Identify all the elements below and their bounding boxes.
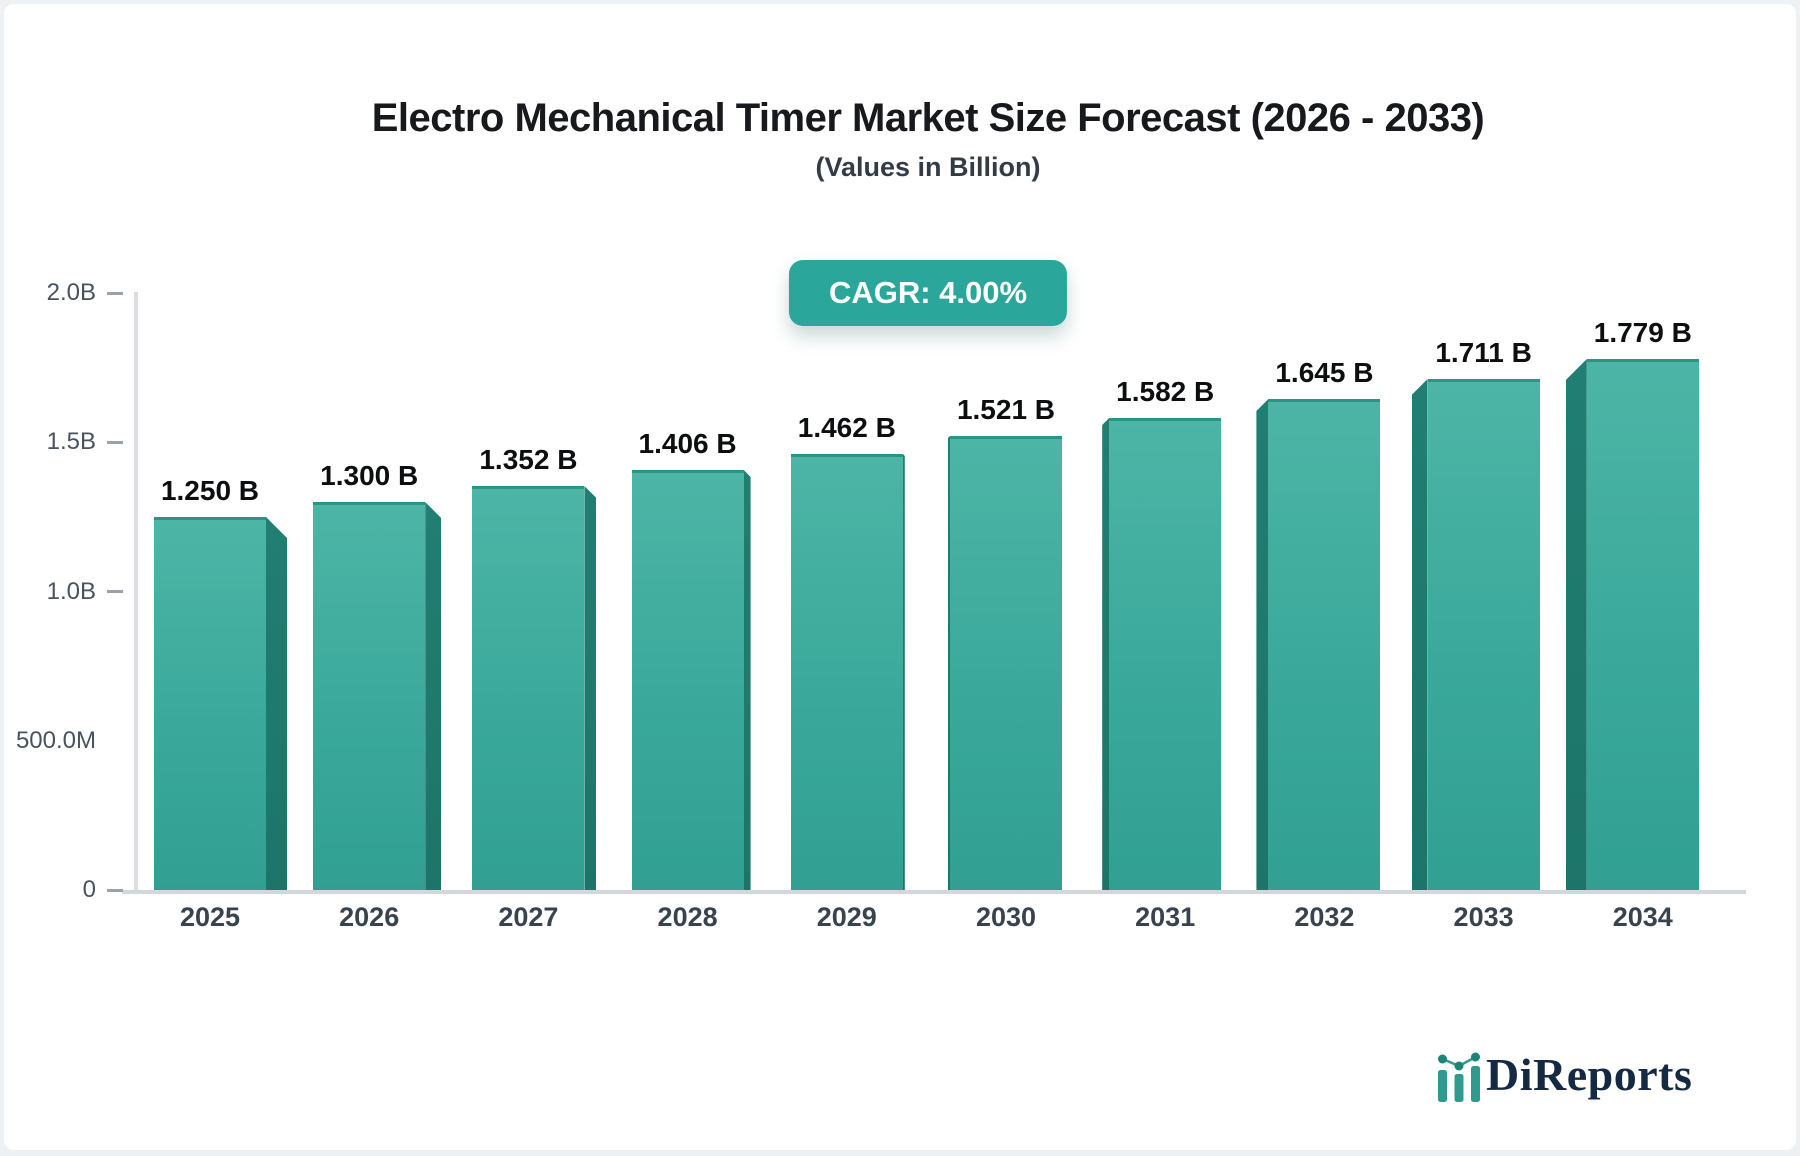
x-tick-label: 2034 (1612, 902, 1673, 932)
bar-face (1586, 359, 1699, 890)
y-tick-dash (107, 888, 123, 892)
x-tick-label: 2027 (498, 902, 559, 932)
bar-side-shadow (1565, 359, 1587, 890)
y-tick-label: 1.5B (46, 428, 96, 456)
bar-2030[interactable] (948, 436, 1062, 890)
x-tick-label: 2029 (816, 902, 877, 932)
bar-2028[interactable] (631, 470, 751, 890)
bar-value-label: 1.711 B (1435, 337, 1532, 368)
bar-2032[interactable] (1256, 399, 1381, 890)
bar-side-shadow (902, 454, 905, 890)
bar-face (631, 470, 744, 890)
y-tick-label: 2.0B (46, 279, 96, 306)
bar-face (313, 502, 426, 890)
y-tick-label: 500.0M (15, 726, 96, 754)
bar-side-shadow (1102, 418, 1110, 890)
x-tick-label: 2025 (179, 902, 241, 932)
logo-text: DiReports (1486, 1049, 1693, 1100)
bar-side-shadow (948, 436, 950, 890)
bar-value-label: 1.779 B (1593, 317, 1692, 348)
bar-value-label: 1.645 B (1275, 357, 1374, 388)
bar-2033[interactable] (1411, 379, 1540, 890)
x-axis-line (122, 890, 1746, 894)
bar-face (1268, 399, 1381, 890)
bar-value-label: 1.250 B (160, 475, 260, 506)
x-tick-label: 2030 (975, 902, 1037, 932)
bar-2027[interactable] (472, 486, 597, 890)
bar-side-shadow (1256, 399, 1269, 890)
bar-2031[interactable] (1102, 418, 1222, 890)
bar-value-label: 1.582 B (1116, 376, 1215, 407)
x-tick-label: 2031 (1135, 902, 1196, 932)
bar-value-label: 1.300 B (320, 460, 419, 491)
bar-side-shadow (1411, 379, 1428, 890)
bar-face (154, 517, 266, 890)
bar-value-label: 1.352 B (479, 444, 578, 475)
chart-card: Electro Mechanical Timer Market Size For… (4, 4, 1796, 1150)
bar-side-shadow (743, 470, 751, 890)
bar-value-label: 1.462 B (797, 412, 896, 443)
x-tick-label: 2032 (1294, 902, 1355, 932)
bar-face (1109, 418, 1222, 890)
y-tick-dash (107, 440, 123, 444)
direports-logo: DiReports (1436, 1042, 1692, 1104)
y-axis-line (134, 292, 138, 892)
chart-subtitle: (Values in Billion) (815, 152, 1041, 182)
bar-face (790, 454, 903, 890)
bar-side-shadow (266, 517, 287, 890)
bar-side-shadow (425, 502, 442, 890)
bar-face (950, 436, 1062, 890)
bar-2034[interactable] (1565, 359, 1699, 890)
bar-line-chart-icon (1438, 1052, 1480, 1102)
bar-value-label: 1.406 B (638, 428, 737, 459)
bar-side-shadow (584, 486, 597, 890)
chart-title: Electro Mechanical Timer Market Size For… (371, 96, 1485, 140)
plot-area: 2.0B 1.5B 1.0B 500.0M 0 1.250 B 1.300 B 1.352 … (4, 4, 1796, 1150)
bar-value-label: 1.521 B (956, 394, 1056, 425)
bar-2026[interactable] (313, 502, 442, 890)
x-tick-label: 2026 (339, 902, 400, 932)
x-tick-label: 2033 (1453, 902, 1514, 932)
bar-2029[interactable] (790, 454, 905, 890)
bar-2025[interactable] (154, 517, 287, 890)
y-tick-label: 1.0B (46, 577, 96, 605)
bar-face (472, 486, 585, 890)
x-tick-label: 2028 (657, 902, 718, 932)
bar-face (1427, 379, 1540, 890)
y-tick-dash (107, 291, 123, 295)
y-tick-label: 0 (82, 876, 96, 903)
cagr-badge: CAGR: 4.00% (788, 260, 1068, 326)
y-tick-dash (107, 590, 123, 593)
